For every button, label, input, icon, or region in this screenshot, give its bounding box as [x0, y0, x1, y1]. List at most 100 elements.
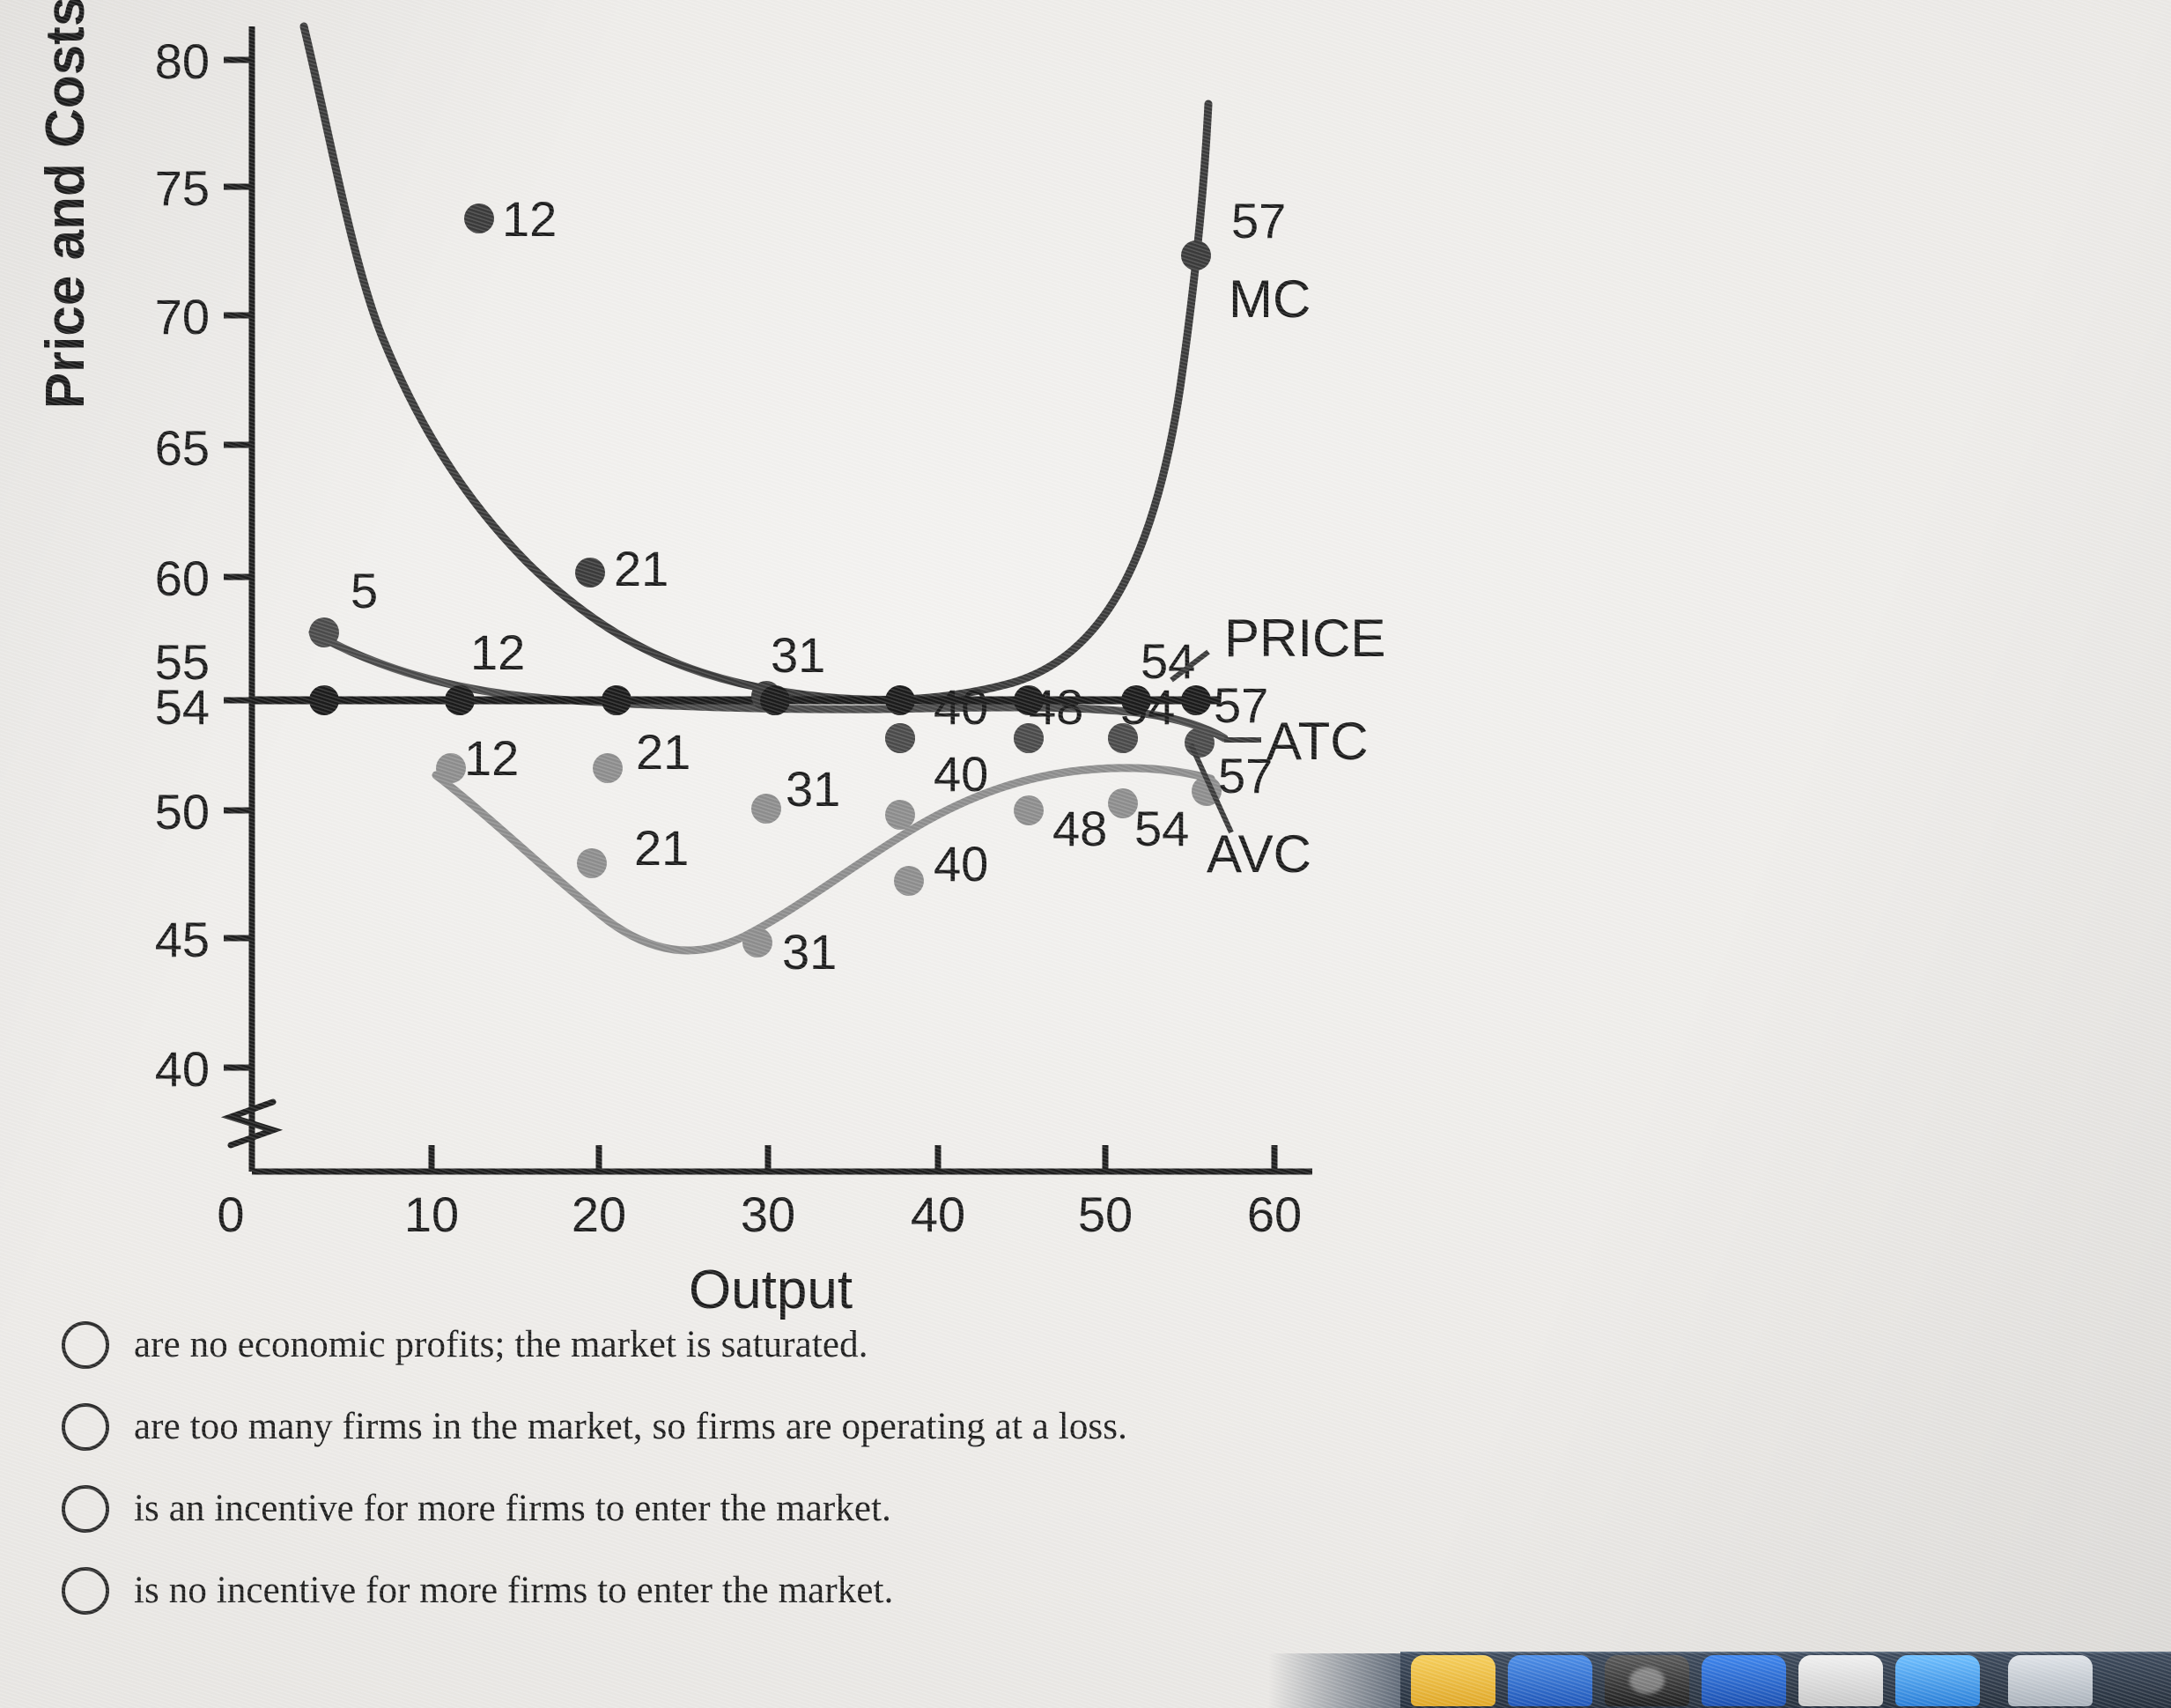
y-tick-label: 45 [155, 912, 210, 967]
y-tick-label: 70 [155, 289, 210, 344]
answer-option-d[interactable]: is no incentive for more firms to enter … [53, 1549, 1638, 1631]
data-point [1014, 723, 1044, 753]
avc-data-points [436, 753, 1222, 958]
data-point [885, 800, 915, 830]
y-tick-label: 55 [155, 634, 210, 690]
photos-icon[interactable] [1702, 1655, 1786, 1706]
annotation: 21 [636, 724, 690, 780]
axis-break-icon [220, 1098, 284, 1149]
macos-dock [0, 1652, 2171, 1708]
data-point [885, 685, 915, 715]
x-tick-label: 40 [911, 1187, 965, 1242]
annotation: 48 [1052, 801, 1107, 856]
label-leader-lines [1170, 649, 1261, 834]
finder-icon[interactable] [1411, 1655, 1495, 1706]
annotation: 54 [1120, 679, 1175, 735]
messages-icon[interactable] [1798, 1655, 1883, 1706]
avc-curve [432, 764, 1215, 955]
radio-button-c[interactable] [62, 1484, 109, 1533]
data-point [309, 685, 339, 715]
browser-icon[interactable] [1508, 1655, 1592, 1706]
data-point [894, 866, 924, 896]
data-point [445, 685, 475, 715]
data-point [593, 753, 623, 783]
annotation: 57 [1214, 677, 1268, 733]
data-point [575, 558, 605, 588]
radio-button-d[interactable] [62, 1566, 109, 1615]
answer-option-b[interactable]: are too many firms in the market, so fir… [53, 1386, 1638, 1468]
y-tick-label: 40 [155, 1041, 210, 1097]
data-point [1108, 723, 1138, 753]
chart-svg: 40 45 50 54 55 60 70 75 80 65 0 10 20 30… [35, 0, 1385, 1320]
annotation: 54 [1141, 633, 1195, 689]
radio-button-b[interactable] [62, 1402, 109, 1451]
x-tick-label: 10 [404, 1187, 459, 1242]
annotation: 21 [614, 541, 668, 596]
trash-icon[interactable] [2008, 1655, 2093, 1706]
dock-edge-fade [1268, 1653, 1409, 1708]
answer-option-d-label: is no incentive for more firms to enter … [134, 1570, 894, 1611]
curve-label-atc: ATC [1266, 712, 1369, 771]
y-tick-labels: 40 45 50 54 55 60 70 75 80 65 [155, 33, 210, 1097]
annotation: 5 [351, 563, 378, 618]
answer-option-a-label: are no economic profits; the market is s… [134, 1324, 868, 1365]
y-axis-title: Price and Costs [35, 0, 96, 409]
data-point [464, 203, 494, 233]
data-point [1121, 685, 1151, 715]
data-point [1181, 240, 1211, 270]
data-point [1014, 795, 1044, 825]
y-tick-label: 80 [155, 33, 210, 89]
camera-icon[interactable] [1605, 1655, 1689, 1706]
y-tick-label: 54 [155, 679, 210, 735]
x-tick-label: 60 [1247, 1187, 1302, 1242]
data-point [1108, 788, 1138, 818]
annotation: 54 [1134, 801, 1189, 856]
x-tick-label: 20 [572, 1187, 626, 1242]
x-tick-label: 30 [741, 1187, 795, 1242]
y-tick-label: 60 [155, 551, 210, 606]
data-point [885, 723, 915, 753]
data-point [602, 685, 631, 715]
annotation: 12 [464, 730, 519, 786]
answer-option-c[interactable]: is an incentive for more firms to enter … [53, 1468, 1638, 1549]
data-point [742, 928, 772, 958]
answer-option-c-label: is an incentive for more firms to enter … [134, 1488, 892, 1529]
annotation: 57 [1218, 748, 1273, 803]
appstore-icon[interactable] [1895, 1655, 1980, 1706]
annotation: 12 [470, 625, 525, 680]
annotation: 31 [771, 627, 825, 683]
x-axis-title: Output [689, 1260, 853, 1320]
y-tick-label: 65 [155, 420, 210, 476]
curve-labels: MC PRICE ATC AVC [1207, 270, 1385, 884]
dock-bar [1400, 1652, 2171, 1708]
mc-data-points [464, 203, 1211, 753]
data-point [577, 848, 607, 878]
point-annotations: 12 21 31 5 12 12 21 21 31 31 40 48 54 54… [351, 191, 1286, 980]
annotation: 40 [934, 679, 988, 735]
radio-button-a[interactable] [62, 1320, 109, 1369]
y-tick-label: 50 [155, 784, 210, 839]
annotation: 40 [934, 836, 988, 891]
answer-option-b-label: are too many firms in the market, so fir… [134, 1406, 1127, 1447]
annotation: 31 [782, 924, 837, 980]
answer-options-list: are no economic profits; the market is s… [53, 1304, 1638, 1631]
chart-axes [220, 26, 1312, 1175]
annotation: 31 [786, 761, 840, 817]
economics-cost-curves-chart: 40 45 50 54 55 60 70 75 80 65 0 10 20 30… [35, 0, 1385, 1320]
y-tick-label: 75 [155, 160, 210, 216]
data-point [309, 617, 339, 647]
data-point [1014, 685, 1044, 715]
x-tick-label: 0 [217, 1187, 244, 1242]
annotation: 48 [1029, 679, 1083, 735]
price-data-points [309, 685, 1211, 715]
y-tick-marks [224, 56, 252, 1071]
x-tick-marks [428, 1145, 1278, 1173]
answer-option-a[interactable]: are no economic profits; the market is s… [53, 1304, 1638, 1386]
curve-label-price: PRICE [1224, 609, 1385, 668]
data-point [751, 794, 781, 824]
data-point [760, 685, 790, 715]
mc-curve [299, 22, 1213, 704]
x-tick-label: 50 [1078, 1187, 1133, 1242]
curve-label-avc: AVC [1207, 824, 1311, 884]
data-point [1185, 728, 1215, 758]
